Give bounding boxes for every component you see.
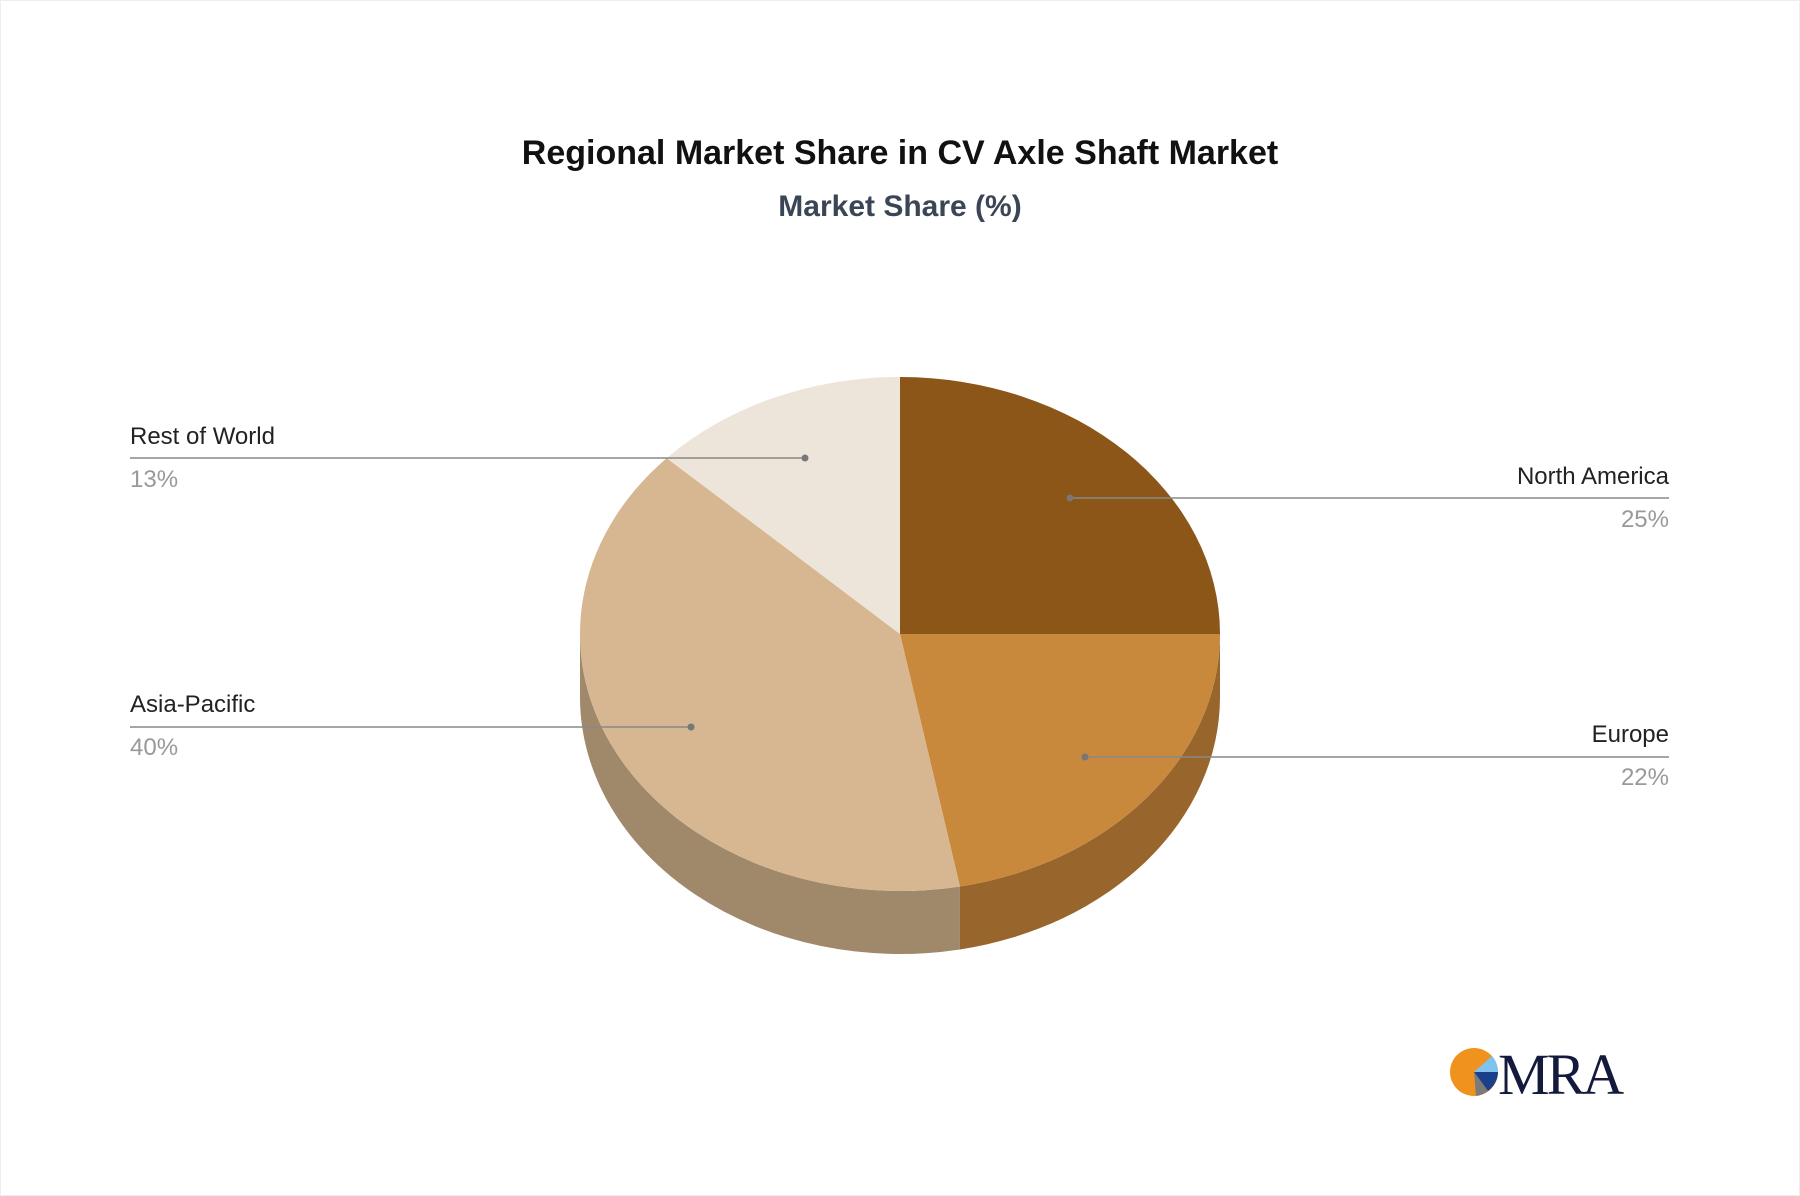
- mra-logo: MRA: [1448, 1040, 1648, 1102]
- pie-slice-north-america[interactable]: [900, 377, 1220, 634]
- logo-pie-icon: MRA: [1450, 1042, 1627, 1102]
- pie-slice-asia-pacific[interactable]: [580, 458, 960, 891]
- pie-side-asia-pacific: [580, 634, 960, 954]
- leader-dot-rest-of-world: [801, 454, 809, 462]
- pct-north-america: 25%: [1620, 506, 1669, 533]
- pct-europe: 22%: [1620, 764, 1669, 791]
- chart-title: Regional Market Share in CV Axle Shaft M…: [521, 134, 1279, 172]
- label-rest-of-world: Rest of World: [130, 423, 275, 450]
- chart-subtitle: Market Share (%): [778, 190, 1022, 223]
- pie-slice-rest-of-world[interactable]: [666, 377, 900, 634]
- pct-rest-of-world: 13%: [130, 466, 179, 493]
- leader-dot-north-america: [1066, 494, 1074, 502]
- leader-dot-asia-pacific: [687, 723, 695, 731]
- label-europe: Europe: [1591, 721, 1669, 748]
- pie-side-europe: [959, 634, 1220, 950]
- leader-dot-europe: [1081, 753, 1089, 761]
- svg-text:MRA: MRA: [1498, 1042, 1624, 1102]
- pie-slice-europe[interactable]: [900, 634, 1220, 887]
- label-asia-pacific: Asia-Pacific: [130, 691, 256, 718]
- label-north-america: North America: [1516, 463, 1669, 490]
- pct-asia-pacific: 40%: [130, 734, 179, 761]
